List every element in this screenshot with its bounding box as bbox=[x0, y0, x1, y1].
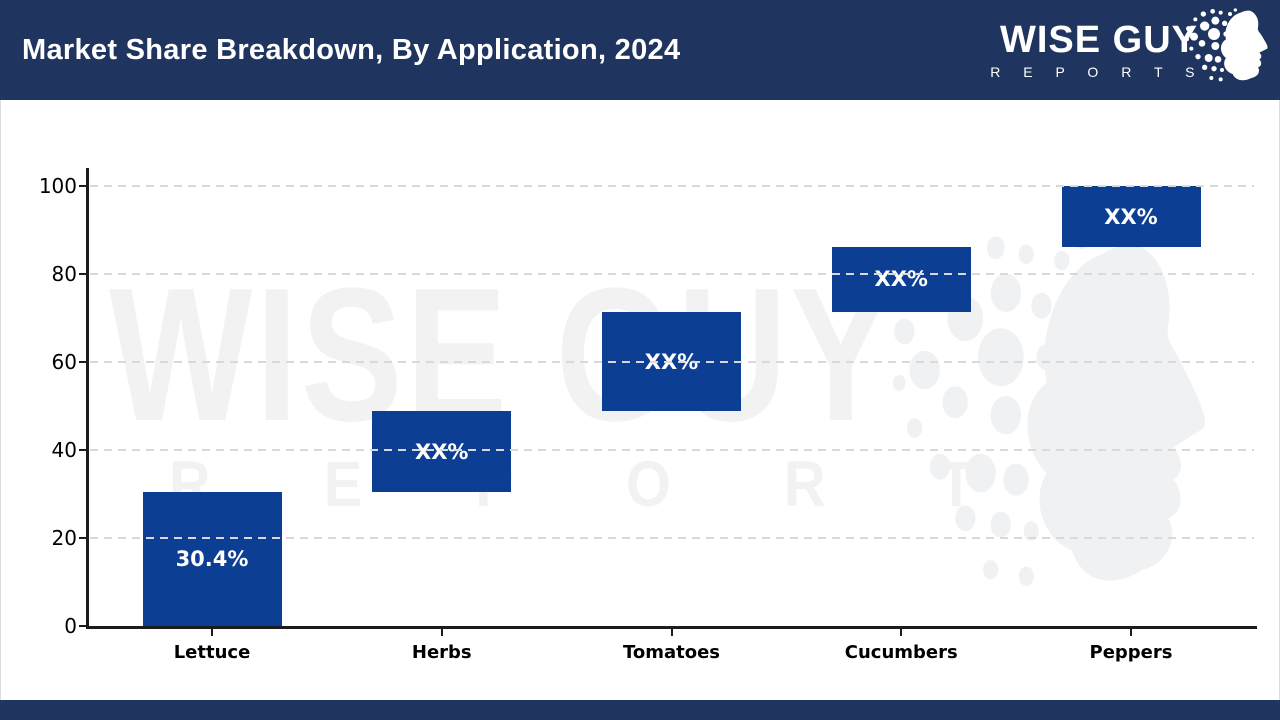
y-tick-label: 60 bbox=[51, 350, 77, 374]
x-category-label: Herbs bbox=[411, 642, 472, 663]
x-category-label: Peppers bbox=[1089, 642, 1173, 663]
y-tick-100 bbox=[79, 185, 86, 187]
x-tick-lettuce bbox=[211, 629, 213, 636]
watermark-secondary-text: R E P O R T S bbox=[169, 448, 1175, 520]
y-tick-0 bbox=[79, 625, 86, 627]
x-axis-line bbox=[86, 626, 1257, 629]
x-tick-herbs bbox=[440, 629, 443, 636]
bar-value-label: 30.4% bbox=[175, 547, 249, 572]
y-tick-label: 80 bbox=[51, 262, 77, 286]
y-tick-label: 0 bbox=[64, 614, 77, 638]
bar-value-label: XX% bbox=[1104, 204, 1158, 229]
y-tick-40 bbox=[79, 449, 86, 451]
wise-guy-reports-logo: WISE GUY R E P O R T S bbox=[990, 6, 1270, 94]
x-tick-peppers bbox=[1130, 629, 1132, 636]
x-tick-tomatoes bbox=[670, 629, 673, 636]
logo-text: WISE GUY R E P O R T S bbox=[990, 21, 1198, 80]
y-tick-60 bbox=[79, 361, 86, 363]
gridline-100 bbox=[90, 185, 1254, 187]
gridline-60 bbox=[90, 361, 1254, 363]
page-title: Market Share Breakdown, By Application, … bbox=[22, 33, 681, 66]
chart-area: WISE GUY R E P O R T S 0 20 40 60 80 100 30.4%… bbox=[0, 100, 1280, 700]
bar-value-label: XX% bbox=[415, 439, 469, 464]
y-tick-20 bbox=[79, 537, 86, 539]
x-category-label: Tomatoes bbox=[622, 642, 721, 663]
bar-peppers: XX% bbox=[1061, 186, 1201, 248]
x-category-label: Cucumbers bbox=[844, 642, 958, 663]
logo-face-icon bbox=[1185, 8, 1268, 82]
bar-herbs: XX% bbox=[372, 411, 512, 493]
bar-value-label: XX% bbox=[874, 267, 928, 292]
y-tick-label: 100 bbox=[38, 174, 77, 198]
gridline-40 bbox=[90, 449, 1254, 451]
bar-lettuce: 30.4% bbox=[142, 492, 282, 626]
x-tick-cucumbers bbox=[900, 629, 903, 636]
gridline-20 bbox=[90, 537, 1254, 539]
y-tick-label: 40 bbox=[51, 438, 77, 462]
y-axis-line bbox=[86, 168, 89, 629]
gridline-80 bbox=[90, 273, 1254, 275]
bar-cucumbers: XX% bbox=[831, 247, 971, 312]
logo-secondary-text: R E P O R T S bbox=[990, 63, 1204, 80]
footer-bar bbox=[0, 700, 1280, 720]
y-tick-label: 20 bbox=[51, 526, 77, 550]
header-bar: Market Share Breakdown, By Application, … bbox=[0, 0, 1280, 100]
y-tick-80 bbox=[79, 273, 86, 275]
logo-primary-text: WISE GUY bbox=[999, 18, 1198, 61]
x-category-label: Lettuce bbox=[173, 642, 251, 663]
